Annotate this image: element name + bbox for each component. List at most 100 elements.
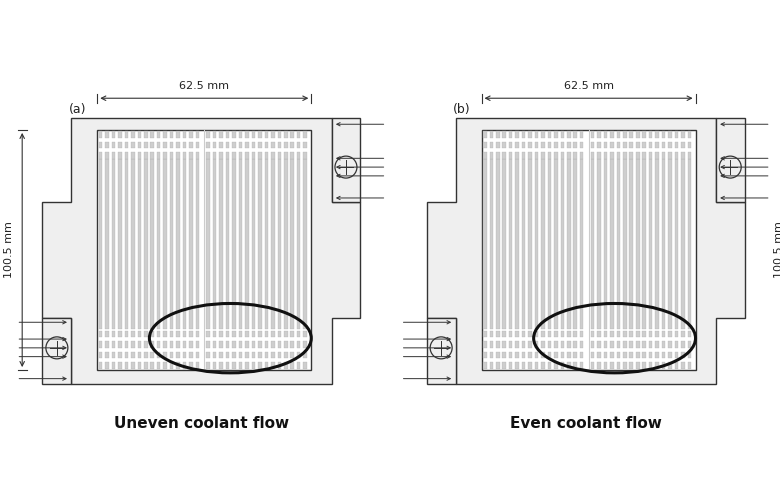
Bar [688, 152, 691, 158]
Bar [629, 142, 633, 148]
Bar [271, 352, 275, 358]
Bar [616, 331, 620, 338]
Bar [490, 331, 493, 338]
Bar [183, 159, 186, 330]
Bar [213, 159, 217, 330]
Bar [636, 352, 640, 358]
Bar [616, 159, 620, 330]
Bar [668, 331, 672, 338]
Bar [297, 342, 300, 347]
Bar [649, 352, 652, 358]
Bar [176, 331, 180, 338]
Bar [604, 159, 607, 330]
Bar [681, 362, 685, 368]
Bar [496, 331, 499, 338]
Text: Uneven coolant flow: Uneven coolant flow [114, 416, 289, 431]
Bar [144, 362, 147, 368]
Bar [623, 362, 626, 368]
Bar [554, 342, 558, 347]
Bar [528, 342, 532, 347]
Bar [496, 142, 499, 148]
Bar [183, 152, 186, 158]
Bar [528, 331, 532, 338]
Bar [643, 159, 646, 330]
Bar [567, 362, 571, 368]
Bar [207, 352, 210, 358]
Bar [119, 331, 122, 338]
Bar [99, 159, 102, 330]
Bar [207, 142, 210, 148]
Bar [105, 159, 108, 330]
Bar [597, 331, 601, 338]
Bar [661, 352, 665, 358]
Bar [548, 142, 551, 148]
Bar [554, 331, 558, 338]
Bar [661, 342, 665, 347]
Bar [271, 342, 275, 347]
Bar [196, 142, 199, 148]
Bar [580, 362, 583, 368]
Bar [522, 142, 526, 148]
Bar [271, 362, 275, 368]
Bar [483, 352, 487, 358]
Bar [245, 362, 249, 368]
Bar [636, 362, 640, 368]
Bar [561, 362, 564, 368]
Bar [502, 152, 506, 158]
Bar [125, 362, 128, 368]
Bar [522, 362, 526, 368]
Bar [496, 159, 499, 330]
Bar [554, 142, 558, 148]
Bar [675, 142, 679, 148]
Bar [226, 331, 229, 338]
Bar [157, 362, 161, 368]
Bar [278, 152, 281, 158]
Bar [522, 352, 526, 358]
Text: (a): (a) [69, 102, 86, 116]
Bar [226, 142, 229, 148]
Bar [649, 152, 652, 158]
Bar [655, 352, 659, 358]
Bar [483, 152, 487, 158]
Bar [219, 342, 223, 347]
Bar [675, 362, 679, 368]
Bar [643, 362, 646, 368]
Bar [573, 342, 577, 347]
Bar [516, 132, 519, 138]
Bar [516, 362, 519, 368]
Bar [528, 142, 532, 148]
Bar [271, 132, 275, 138]
Bar [548, 132, 551, 138]
Bar [151, 152, 154, 158]
Bar [623, 342, 626, 347]
Bar [681, 152, 685, 158]
Bar [284, 352, 288, 358]
Bar [661, 152, 665, 158]
Bar [219, 152, 223, 158]
Bar [629, 362, 633, 368]
Bar [144, 331, 147, 338]
Bar [219, 352, 223, 358]
Bar [137, 342, 141, 347]
Bar [137, 331, 141, 338]
Bar [509, 142, 512, 148]
Bar [548, 159, 551, 330]
Bar [183, 362, 186, 368]
Bar [245, 159, 249, 330]
Bar [528, 159, 532, 330]
Bar [567, 132, 571, 138]
Bar [629, 352, 633, 358]
Bar [668, 159, 672, 330]
Bar [170, 331, 173, 338]
Bar [668, 342, 672, 347]
Bar [610, 362, 614, 368]
Bar [535, 342, 538, 347]
Text: 100.5 mm: 100.5 mm [4, 222, 13, 278]
Bar [636, 159, 640, 330]
Bar [516, 352, 519, 358]
Bar [681, 352, 685, 358]
Bar [163, 132, 167, 138]
Bar [509, 152, 512, 158]
Bar [610, 132, 614, 138]
Bar [535, 142, 538, 148]
